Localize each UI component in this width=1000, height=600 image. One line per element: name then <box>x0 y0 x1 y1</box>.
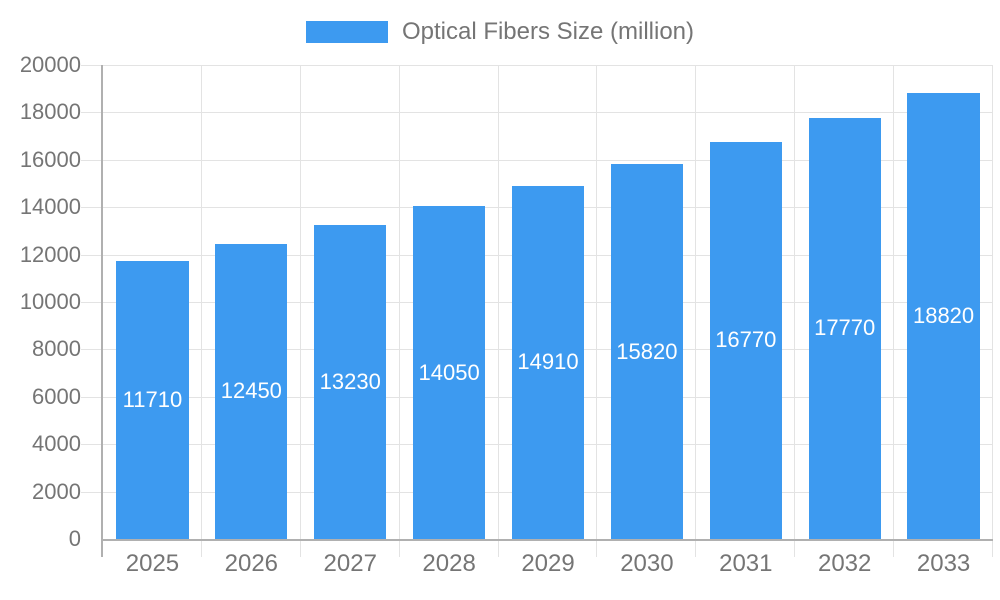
gridline-vertical <box>299 65 301 557</box>
x-axis-labels: 2025 2026 2027 2028 2029 2030 2031 2032 2033 <box>103 550 993 584</box>
gridline-vertical <box>200 65 202 557</box>
bar-cell: 18820 <box>894 65 993 539</box>
y-tick-label: 20000 <box>19 52 81 77</box>
bar-value-label: 14050 <box>418 359 480 385</box>
bar-2028[interactable]: 14050 <box>413 206 486 539</box>
gridline-vertical <box>596 65 598 557</box>
y-axis-labels: 0 2000 4000 6000 8000 10000 12000 14000 16000 180… <box>0 52 81 551</box>
y-tick-label: 14000 <box>19 194 81 220</box>
gridline-vertical <box>398 65 400 557</box>
bar-2031[interactable]: 16770 <box>709 141 782 539</box>
y-tick-label: 0 <box>68 526 81 551</box>
gridline-vertical <box>794 65 796 557</box>
y-tick-label: 2000 <box>32 478 81 504</box>
bar-series: 11710 12450 13230 14050 14910 15820 16770 17770… <box>103 65 993 539</box>
y-tick-label: 16000 <box>19 146 81 172</box>
gridline-horizontal <box>81 112 993 114</box>
bar-cell: 17770 <box>795 65 894 539</box>
bar-cell: 13230 <box>301 65 400 539</box>
bar-value-label: 18820 <box>912 302 975 328</box>
bar-cell: 16770 <box>696 65 795 539</box>
bar-2025[interactable]: 11710 <box>116 261 189 539</box>
bar-value-label: 16770 <box>715 327 777 353</box>
bar-2033[interactable]: 18820 <box>907 92 980 539</box>
bar-cell: 14910 <box>499 65 598 539</box>
y-tick-label: 8000 <box>32 336 81 362</box>
legend: Optical Fibers Size (million) <box>0 14 1000 50</box>
x-tick-label: 2026 <box>224 550 279 577</box>
bar-2032[interactable]: 17770 <box>808 117 881 539</box>
legend-label: Optical Fibers Size (million) <box>401 18 695 45</box>
bar-2026[interactable]: 12450 <box>215 243 288 539</box>
x-tick-label: 2027 <box>323 550 377 577</box>
y-tick-label: 6000 <box>32 383 81 409</box>
bar-2027[interactable]: 13230 <box>314 225 387 539</box>
bar-2030[interactable]: 15820 <box>610 164 683 539</box>
gridline-vertical <box>695 65 697 557</box>
gridline-vertical <box>497 65 499 557</box>
bar-value-label: 11710 <box>122 387 183 413</box>
plot-area: 11710 12450 13230 14050 14910 15820 16770 17770… <box>81 65 993 557</box>
bar-cell: 12450 <box>202 65 301 539</box>
gridline-horizontal <box>81 65 993 66</box>
y-tick-label: 18000 <box>19 99 81 125</box>
x-tick-label: 2032 <box>817 550 872 577</box>
x-tick-label: 2031 <box>719 550 773 577</box>
gridline-vertical <box>992 65 993 557</box>
bar-value-label: 12450 <box>220 378 282 404</box>
gridline-vertical <box>893 65 895 557</box>
bar-value-label: 13230 <box>319 369 381 395</box>
gridline-horizontal <box>81 159 993 161</box>
bar-cell: 15820 <box>597 65 696 539</box>
x-tick-label: 2028 <box>422 550 476 577</box>
x-axis-line <box>101 539 993 541</box>
y-axis-line <box>101 65 103 557</box>
bar-value-label: 14910 <box>517 349 579 375</box>
bar-2029[interactable]: 14910 <box>511 185 585 539</box>
x-tick-label: 2033 <box>916 550 971 577</box>
bar-cell: 14050 <box>400 65 499 539</box>
x-tick-label: 2030 <box>620 550 674 577</box>
x-tick-label: 2029 <box>521 550 575 577</box>
y-tick-label: 10000 <box>19 289 81 314</box>
bar-value-label: 15820 <box>616 338 678 364</box>
y-tick-label: 4000 <box>32 431 81 457</box>
x-tick-label: 2025 <box>125 550 180 577</box>
legend-swatch[interactable] <box>305 21 388 43</box>
y-tick-label: 12000 <box>19 241 81 267</box>
bar-cell: 11710 <box>103 65 202 539</box>
bar-value-label: 17770 <box>814 315 876 341</box>
